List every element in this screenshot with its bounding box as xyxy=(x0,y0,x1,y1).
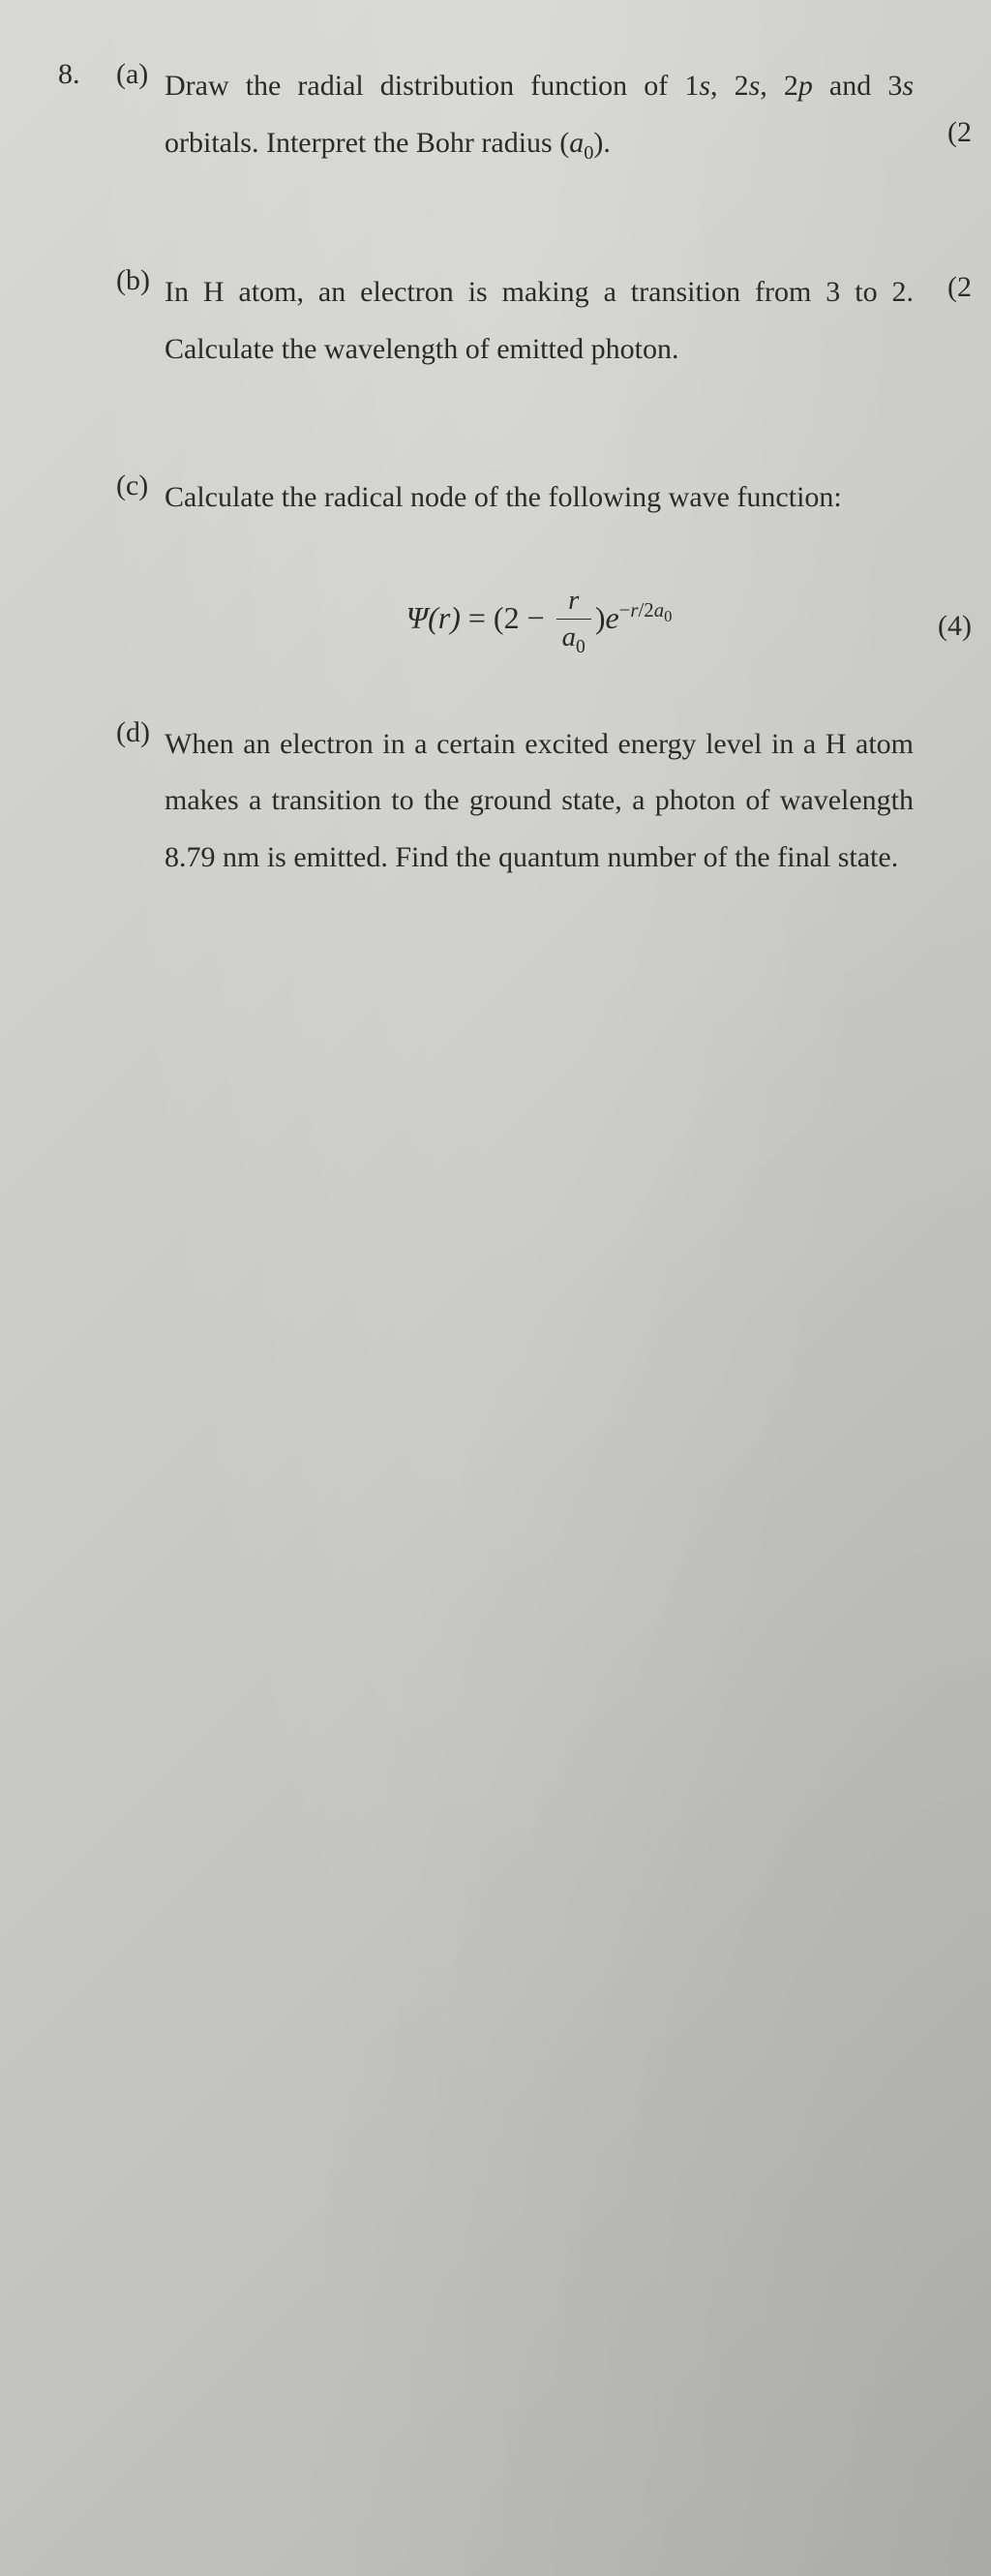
psi-symbol: Ψ xyxy=(406,600,429,635)
part-b: (b) In H atom, an electron is making a t… xyxy=(116,264,914,378)
part-a-label: (a) xyxy=(116,58,148,91)
question-number: 8. xyxy=(58,58,80,91)
part-b-text: In H atom, an electron is making a trans… xyxy=(165,264,914,378)
part-b-label: (b) xyxy=(116,264,150,297)
text-segment: ). xyxy=(593,127,611,159)
close-paren: ) xyxy=(595,600,606,635)
text-segment: Draw the radial distribution function of… xyxy=(165,70,699,102)
part-c-label: (c) xyxy=(116,470,148,502)
text-segment: orbitals. Interpret the Bohr radius ( xyxy=(165,127,569,159)
exp-a: a xyxy=(654,599,664,621)
orbital-s: s xyxy=(902,70,914,102)
orbital-s: s xyxy=(749,70,761,102)
exponent: −r/2a0 xyxy=(619,599,673,621)
bohr-sub: 0 xyxy=(584,142,593,164)
part-c: (c) Calculate the radical node of the fo… xyxy=(116,470,914,657)
bohr-a: a xyxy=(569,127,584,159)
marks-b: (2 xyxy=(947,271,972,304)
r-var: r xyxy=(438,600,450,635)
exp-neg: − xyxy=(619,599,631,621)
fraction: ra0 xyxy=(556,585,591,658)
fraction-numerator: r xyxy=(556,585,591,620)
exp-r: r xyxy=(630,599,638,621)
orbital-p: p xyxy=(798,70,813,102)
equals: = (2 − xyxy=(461,600,553,635)
exp-a-sub: 0 xyxy=(664,608,672,626)
orbital-s: s xyxy=(699,70,710,102)
den-a: a xyxy=(562,621,576,652)
e-var: e xyxy=(605,600,618,635)
den-sub: 0 xyxy=(576,637,586,657)
part-d: (d) When an electron in a certain excite… xyxy=(116,716,914,887)
marks-c: (4) xyxy=(938,610,972,643)
part-d-label: (d) xyxy=(116,716,150,749)
exp-slash: /2 xyxy=(639,599,654,621)
part-c-text: Calculate the radical node of the follow… xyxy=(165,470,914,527)
part-d-text: When an electron in a certain excited en… xyxy=(165,716,914,887)
marks-a: (2 xyxy=(947,116,972,149)
part-a-text: Draw the radial distribution function of… xyxy=(165,58,914,172)
text-segment: , 2 xyxy=(760,70,798,102)
part-a: (a) Draw the radial distribution functio… xyxy=(116,58,914,172)
question-content: (a) Draw the radial distribution functio… xyxy=(116,58,914,886)
text-segment: and 3 xyxy=(813,70,902,102)
text-segment: , 2 xyxy=(710,70,749,102)
wave-function-equation: Ψ(r) = (2 − ra0)e−r/2a0 xyxy=(165,585,914,658)
fraction-denominator: a0 xyxy=(556,620,591,658)
